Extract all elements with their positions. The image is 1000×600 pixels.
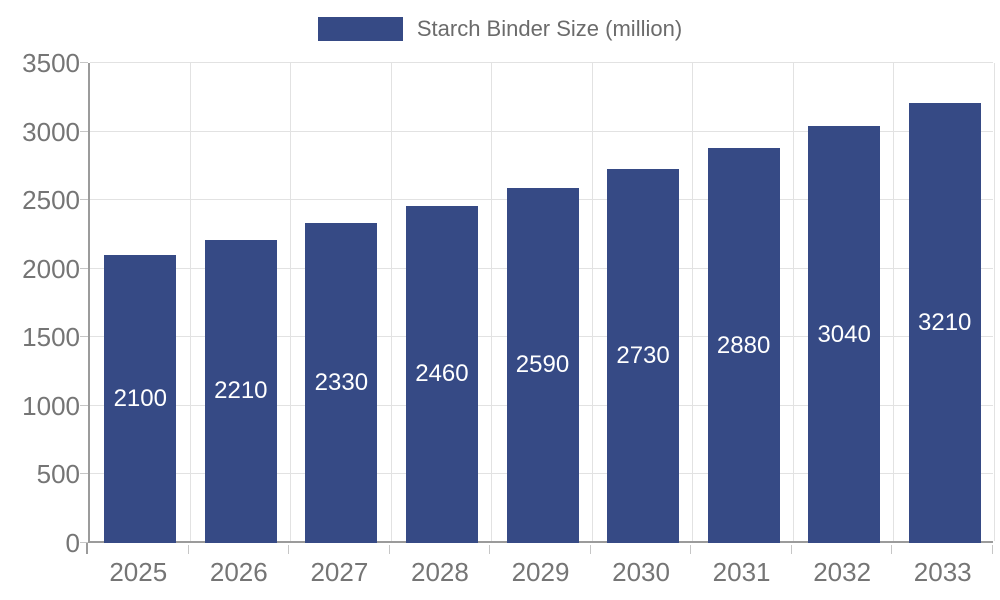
y-axis-tick-label: 3000 [22, 116, 80, 147]
gridline-vertical [792, 63, 794, 541]
y-axis-tick-mark [80, 199, 88, 201]
gridline-vertical [692, 63, 694, 541]
y-axis-tick-mark [80, 267, 88, 269]
x-axis-tick-label: 2032 [813, 557, 872, 587]
x-axis-tick-label: 2026 [209, 557, 268, 587]
y-axis-tick-label: 500 [36, 459, 80, 490]
gridline-horizontal [90, 62, 993, 63]
x-axis-tick-label: 2029 [511, 557, 570, 587]
bar-value-label: 2880 [716, 331, 771, 359]
bar-value-label: 2730 [616, 341, 670, 369]
y-axis-tick-mark [80, 336, 88, 338]
x-axis-tick-mark [489, 545, 491, 554]
x-axis-tick-label: 2025 [109, 557, 168, 587]
x-axis-tick-mark [690, 545, 692, 554]
legend-swatch [317, 17, 403, 41]
bar-value-label: 2210 [214, 377, 268, 405]
bar-value-label: 2100 [113, 385, 167, 412]
bar[interactable]: 2730 [607, 168, 680, 543]
x-axis-tick-label: 2027 [310, 557, 369, 587]
gridline-vertical [290, 63, 292, 541]
y-axis-tick-label: 1000 [22, 390, 80, 421]
plot-area: 2100 2210 2330 2460 2590 2730 2880 3040 3210 [88, 62, 995, 543]
y-axis-tick-mark [80, 404, 88, 406]
gridline-vertical [994, 63, 995, 541]
x-axis-tick-mark [992, 545, 993, 554]
bar-value-label: 2590 [515, 351, 570, 379]
legend-item[interactable]: Starch Binder Size (million) [317, 16, 683, 42]
y-axis-tick-label: 1500 [22, 322, 80, 353]
y-axis-tick-label: 3500 [22, 48, 80, 78]
y-axis-tick-label: 2500 [22, 185, 80, 216]
bar[interactable]: 2330 [305, 223, 378, 543]
x-axis-tick-label: 2030 [612, 557, 670, 587]
x-axis-tick-mark [891, 545, 893, 554]
bar[interactable]: 3040 [808, 126, 881, 543]
bar[interactable]: 2880 [707, 148, 780, 543]
y-axis-tick-label: 2000 [22, 253, 80, 284]
legend: Starch Binder Size (million) [0, 16, 1000, 42]
y-axis-tick-mark [80, 62, 88, 63]
y-axis-tick-mark [80, 473, 88, 475]
bar[interactable]: 2100 [104, 255, 177, 543]
gridline-horizontal [90, 130, 993, 132]
x-axis-tick-mark [187, 545, 189, 554]
y-axis-tick-mark [80, 130, 88, 132]
legend-label: Starch Binder Size (million) [416, 16, 683, 41]
y-axis-tick-label: 0 [65, 528, 80, 558]
bar-value-label: 3040 [817, 320, 871, 348]
gridline-vertical [189, 63, 191, 541]
y-axis-tick-mark [80, 542, 88, 543]
gridline-vertical [591, 63, 593, 541]
bar-value-label: 2330 [314, 369, 369, 397]
bar-value-label: 3210 [918, 308, 972, 336]
x-axis-tick-label: 2033 [913, 557, 972, 587]
x-axis-tick-mark [288, 545, 290, 554]
gridline-vertical [893, 63, 895, 541]
x-axis-tick-mark [589, 545, 591, 554]
gridline-vertical [390, 63, 392, 541]
bar[interactable]: 2460 [405, 205, 478, 543]
bar[interactable]: 2210 [204, 239, 277, 543]
bar[interactable]: 3210 [908, 102, 981, 543]
x-axis-tick-label: 2031 [712, 557, 771, 587]
axis-origin-tick [86, 543, 88, 554]
gridline-vertical [491, 63, 493, 541]
x-axis-tick-mark [388, 545, 390, 554]
bar[interactable]: 2590 [506, 187, 579, 543]
x-axis-tick-mark [790, 545, 792, 554]
x-axis-tick-label: 2028 [411, 557, 469, 587]
bar-value-label: 2460 [415, 360, 469, 388]
